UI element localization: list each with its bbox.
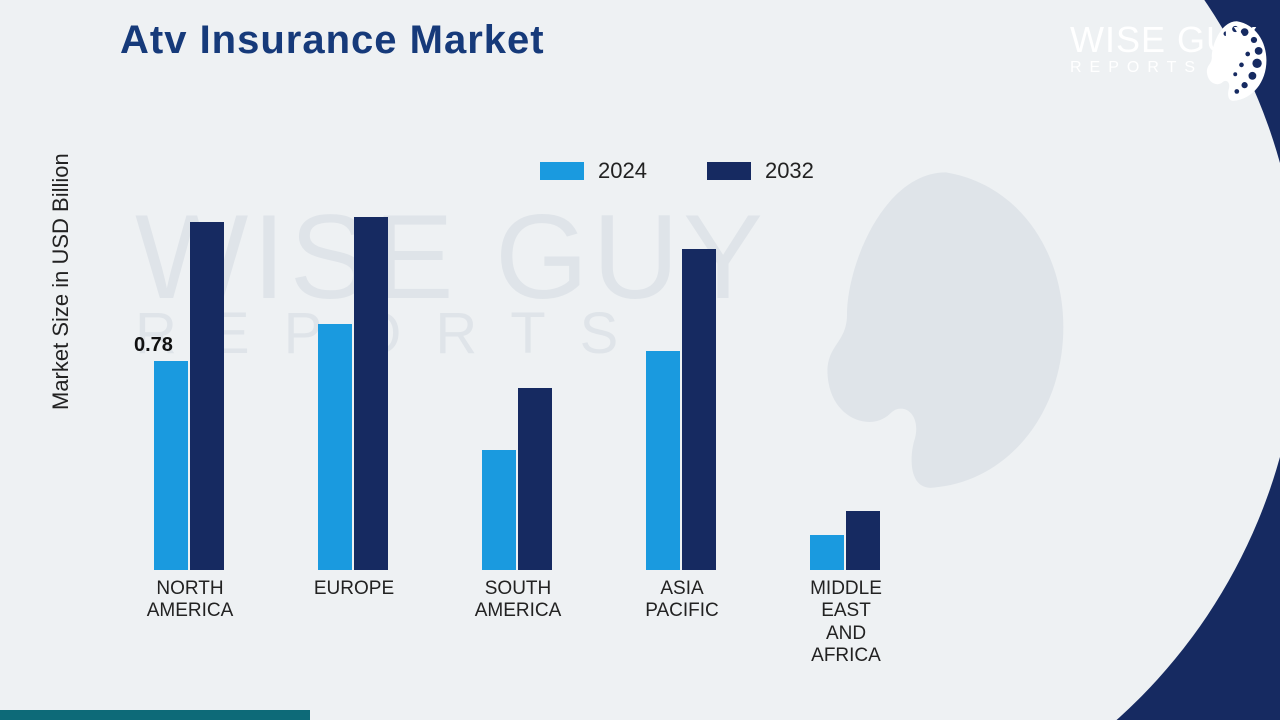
legend-item-2024: 2024	[540, 158, 647, 184]
legend: 2024 2032	[540, 158, 814, 184]
value-label: 0.78	[134, 334, 173, 357]
bar-y2024	[810, 535, 844, 570]
chart-title: Atv Insurance Market	[120, 18, 545, 63]
bar-y2032	[190, 222, 224, 570]
bar-y2032	[846, 511, 880, 570]
x-label: SOUTHAMERICA	[453, 578, 583, 623]
x-label: MIDDLEEASTANDAFRICA	[781, 578, 911, 668]
bar-y2032	[682, 249, 716, 570]
chart-area: 2024 2032 Market Size in USD Billion 0.7…	[70, 160, 970, 680]
page-root: WISE GUY REPORTS Atv Insurance Market WI…	[0, 0, 1280, 720]
bar-y2032	[354, 217, 388, 570]
accent-bar	[0, 710, 310, 720]
legend-swatch-2032	[707, 162, 751, 180]
legend-item-2032: 2032	[707, 158, 814, 184]
bar-y2032	[518, 388, 552, 570]
logo-line2: REPORTS	[1070, 60, 1258, 76]
bar-y2024	[154, 361, 188, 570]
y-axis-label: Market Size in USD Billion	[48, 153, 74, 410]
legend-swatch-2024	[540, 162, 584, 180]
legend-label-2024: 2024	[598, 158, 647, 184]
brand-logo: WISE GUY REPORTS	[1070, 22, 1258, 76]
x-label: EUROPE	[289, 578, 419, 600]
bar-y2024	[482, 450, 516, 570]
plot-area: 0.78	[130, 190, 950, 570]
logo-line1: WISE GUY	[1070, 22, 1258, 58]
bar-y2024	[646, 351, 680, 570]
bar-y2024	[318, 324, 352, 570]
x-label: NORTHAMERICA	[125, 578, 255, 623]
x-label: ASIAPACIFIC	[617, 578, 747, 623]
legend-label-2032: 2032	[765, 158, 814, 184]
